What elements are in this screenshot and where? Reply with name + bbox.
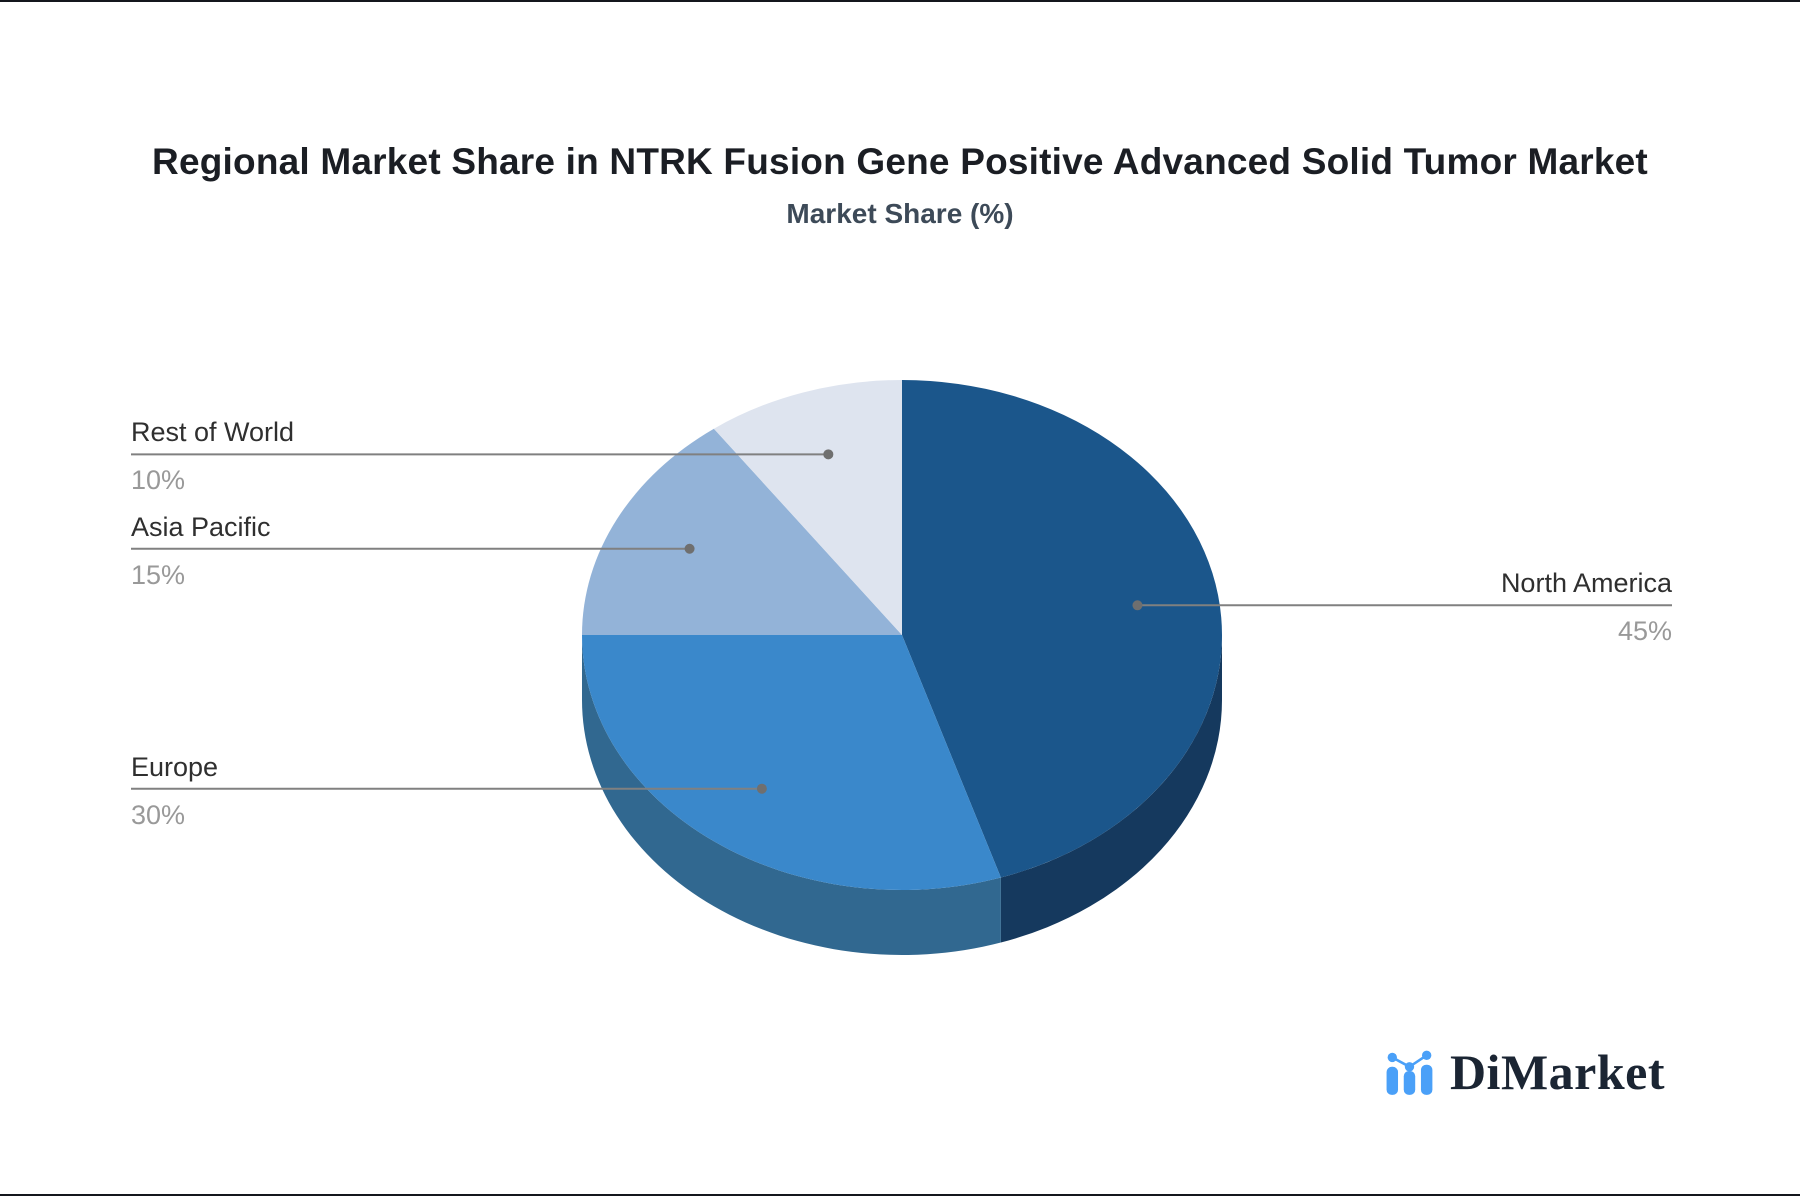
leader-dot-north-america (1132, 600, 1143, 611)
leader-dot-asia-pacific (684, 543, 695, 554)
pie-slice-asia-pacific (582, 428, 902, 635)
pie-slice-europe (582, 635, 1001, 891)
pie-slice-rest-of-world (713, 380, 902, 635)
brand-logo: DiMarket (1385, 1046, 1665, 1098)
leader-dot-europe (756, 783, 767, 794)
leader-dot-rest-of-world (823, 449, 834, 460)
bar-chart-logo-icon (1386, 1050, 1433, 1095)
pie-slice-side-europe (582, 635, 1001, 956)
pie-slice-side-north-america (1000, 635, 1222, 943)
brand-logo-text: DiMarket (1449, 1044, 1665, 1100)
chart-title: Regional Market Share in NTRK Fusion Gen… (152, 141, 1648, 182)
pie-slice-north-america (902, 380, 1223, 878)
chart-subtitle: Market Share (%) (786, 198, 1014, 229)
